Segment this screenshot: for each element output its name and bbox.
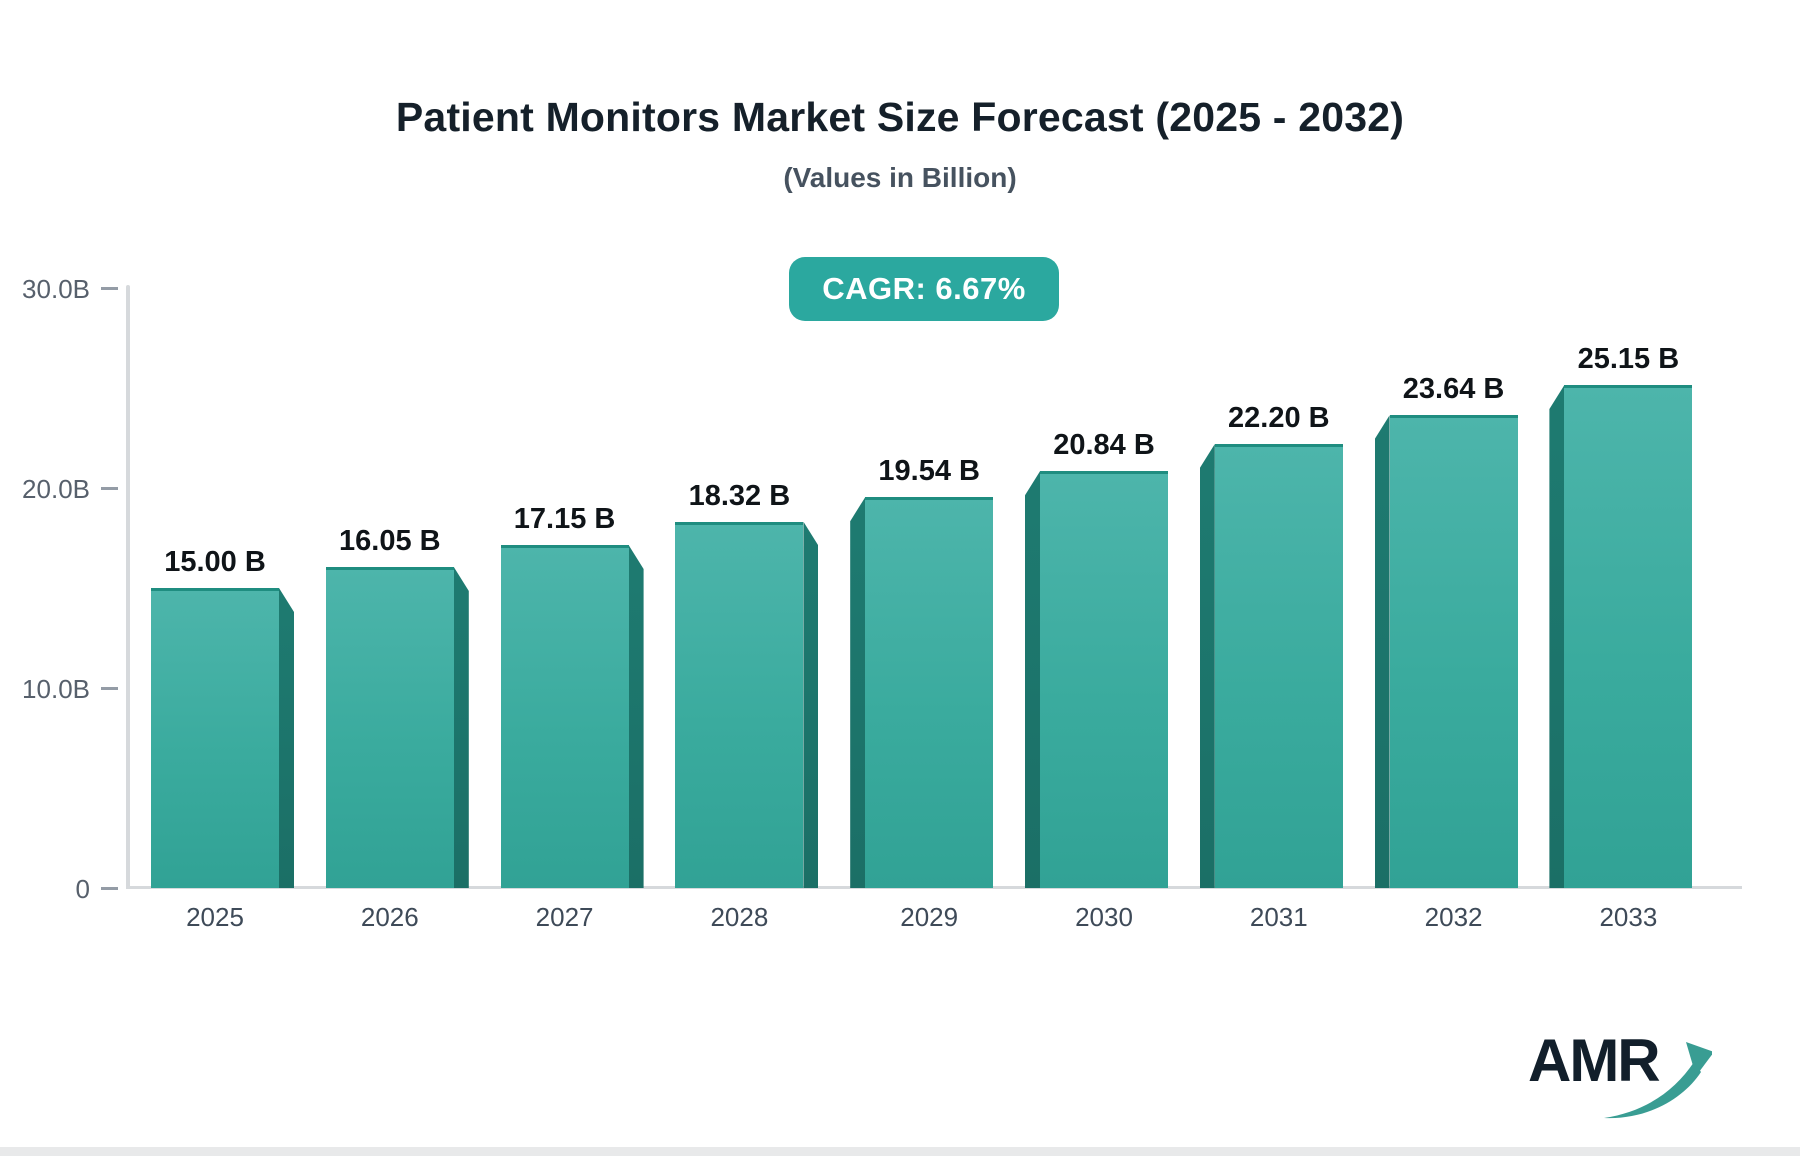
bar-front-face bbox=[675, 521, 804, 888]
x-axis-label: 2031 bbox=[1249, 902, 1308, 932]
bar-2030 bbox=[1025, 0, 1168, 888]
amr-logo-arrow-icon bbox=[1604, 1042, 1712, 1119]
bar-side-face bbox=[1025, 471, 1040, 888]
bar-value-label: 18.32 B bbox=[688, 479, 791, 512]
chart-title: Patient Monitors Market Size Forecast (2… bbox=[395, 94, 1405, 140]
x-axis-label: 2033 bbox=[1599, 902, 1658, 932]
x-axis-label: 2030 bbox=[1075, 902, 1133, 932]
bar-2033 bbox=[1549, 0, 1693, 888]
bar-value-label: 19.54 B bbox=[878, 455, 980, 488]
bar-front-face bbox=[1214, 444, 1343, 888]
y-axis-tick-label: 0 bbox=[75, 874, 90, 904]
bar-front-face bbox=[865, 497, 994, 888]
bar-2028 bbox=[675, 0, 819, 888]
bar-side-face bbox=[1374, 415, 1390, 888]
bar-front-face bbox=[1564, 385, 1693, 888]
x-axis-label: 2027 bbox=[535, 902, 594, 932]
bar-2026 bbox=[325, 0, 469, 888]
bar-value-label: 15.00 B bbox=[164, 546, 266, 578]
x-axis-label: 2026 bbox=[360, 902, 419, 932]
x-axis-label: 2029 bbox=[900, 902, 959, 932]
bar-value-label: 23.64 B bbox=[1402, 373, 1505, 406]
y-axis-line bbox=[126, 285, 130, 888]
y-axis-tick-label: 10.0B bbox=[22, 674, 90, 704]
bar-2027 bbox=[500, 0, 644, 888]
bar-front-face bbox=[1040, 471, 1168, 888]
y-axis-tick bbox=[101, 687, 118, 690]
amr-logo-text: AMR bbox=[1528, 1027, 1661, 1094]
bar-side-face bbox=[453, 567, 469, 888]
bar-side-face bbox=[1199, 444, 1215, 888]
bar-front-face bbox=[325, 567, 454, 888]
x-axis-label: 2028 bbox=[710, 902, 769, 932]
bar-value-label: 22.20 B bbox=[1228, 402, 1330, 434]
x-axis-label: 2032 bbox=[1424, 902, 1483, 932]
y-axis-tick-label: 20.0B bbox=[22, 474, 90, 504]
bar-value-label: 20.84 B bbox=[1053, 429, 1155, 462]
bar-side-face bbox=[1549, 385, 1565, 888]
amr-logo: AMR bbox=[1528, 1026, 1728, 1136]
bar-2032 bbox=[1374, 0, 1518, 888]
bar-2031 bbox=[1199, 0, 1343, 888]
bar-2029 bbox=[850, 0, 994, 888]
bar-side-face bbox=[628, 545, 644, 888]
bar-side-face bbox=[803, 521, 819, 888]
bar-value-label: 17.15 B bbox=[513, 503, 616, 535]
x-axis-label: 2025 bbox=[186, 902, 244, 932]
bar-front-face bbox=[500, 545, 629, 888]
y-axis-tick bbox=[101, 487, 118, 490]
bar-front-face bbox=[151, 588, 279, 888]
bar-value-label: 16.05 B bbox=[339, 525, 441, 557]
chart-subtitle: (Values in Billion) bbox=[783, 162, 1017, 193]
cagr-badge: CAGR: 6.67% bbox=[789, 257, 1059, 321]
bar-2025 bbox=[151, 0, 294, 888]
bar-side-face bbox=[279, 588, 294, 888]
bar-front-face bbox=[1389, 415, 1518, 888]
y-axis-tick-label: 30.0B bbox=[22, 274, 90, 304]
y-axis-tick bbox=[101, 287, 118, 290]
y-axis-tick bbox=[101, 887, 118, 890]
bar-value-label: 25.15 B bbox=[1577, 343, 1680, 375]
bar-side-face bbox=[850, 497, 866, 888]
bottom-edge-strip bbox=[0, 1147, 1800, 1156]
